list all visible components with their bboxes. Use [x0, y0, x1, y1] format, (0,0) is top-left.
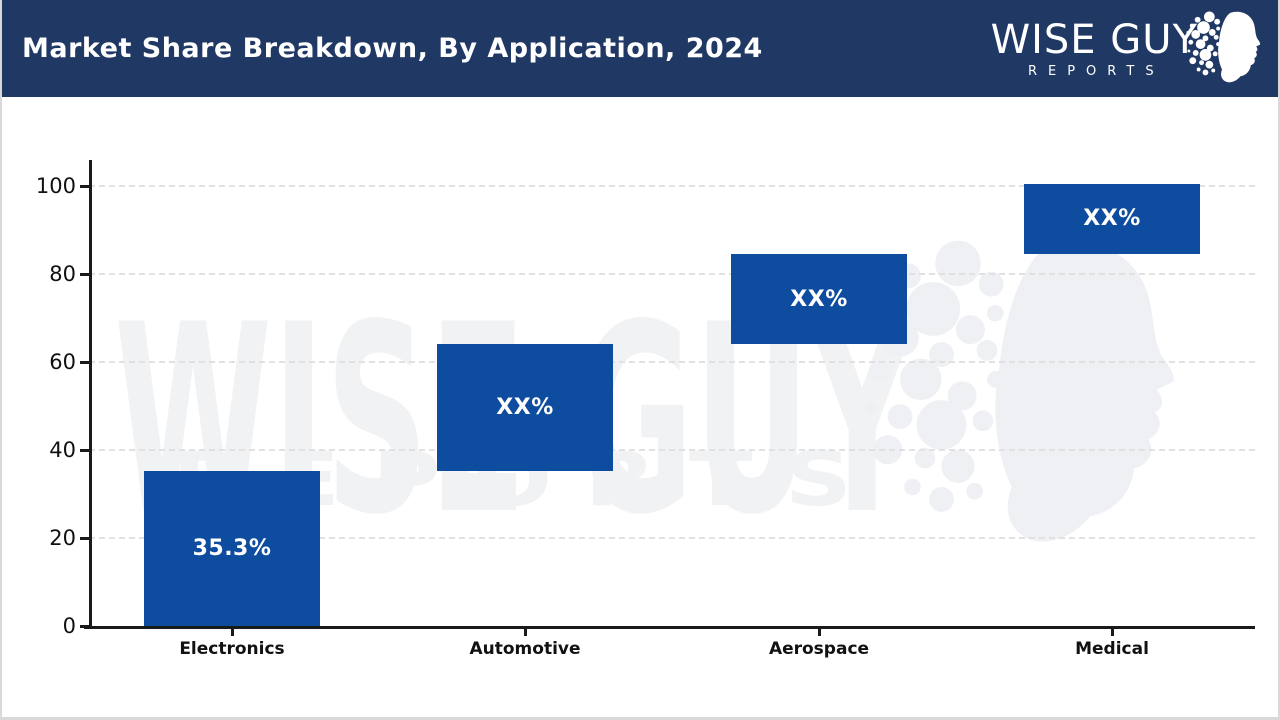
y-tick-label-100: 100 [35, 174, 76, 198]
category-label-electronics: Electronics [179, 639, 285, 659]
x-tick-aerospace [818, 628, 821, 636]
bar-electronics: 35.3% [144, 470, 320, 626]
y-tick-40 [80, 449, 90, 452]
category-label-medical: Medical [1075, 639, 1149, 659]
logo-reports-label: REPORTS [1027, 64, 1165, 79]
y-tick-label-20: 20 [49, 526, 76, 550]
y-tick-label-60: 60 [49, 350, 76, 374]
logo-wiseguy-label: WISE GUY [990, 17, 1198, 63]
y-tick-100 [80, 185, 90, 188]
y-tick-label-40: 40 [49, 438, 76, 462]
gridline-80 [89, 273, 1255, 275]
bar-value-label-automotive: XX% [496, 395, 554, 421]
page-title: Market Share Breakdown, By Application, … [22, 33, 763, 64]
bar-aerospace: XX% [731, 254, 907, 345]
wise-guy-reports-logo: WISE GUY REPORTS [991, 7, 1262, 90]
y-tick-80 [80, 273, 90, 276]
bar-automotive: XX% [437, 344, 613, 471]
bar-value-label-aerospace: XX% [790, 286, 848, 312]
x-tick-electronics [231, 628, 234, 636]
x-axis-line [84, 626, 1255, 629]
y-axis-line [89, 160, 92, 628]
logo-head-icon [1186, 11, 1261, 83]
y-tick-label-80: 80 [49, 262, 76, 286]
bar-medical: XX% [1024, 183, 1200, 255]
gridline-20 [89, 537, 1255, 539]
y-tick-60 [80, 361, 90, 364]
bar-value-label-electronics: 35.3% [192, 535, 272, 561]
y-tick-20 [80, 537, 90, 540]
logo-text: WISE GUY REPORTS [991, 18, 1198, 79]
y-tick-label-0: 0 [62, 614, 76, 638]
x-tick-automotive [524, 628, 527, 636]
header: Market Share Breakdown, By Application, … [2, 0, 1278, 97]
category-label-automotive: Automotive [469, 639, 581, 659]
gridline-60 [89, 361, 1255, 363]
category-label-aerospace: Aerospace [768, 639, 870, 659]
x-tick-medical [1111, 628, 1114, 636]
gridline-40 [89, 449, 1255, 451]
bar-value-label-medical: XX% [1083, 206, 1141, 232]
gridline-100 [89, 185, 1255, 187]
